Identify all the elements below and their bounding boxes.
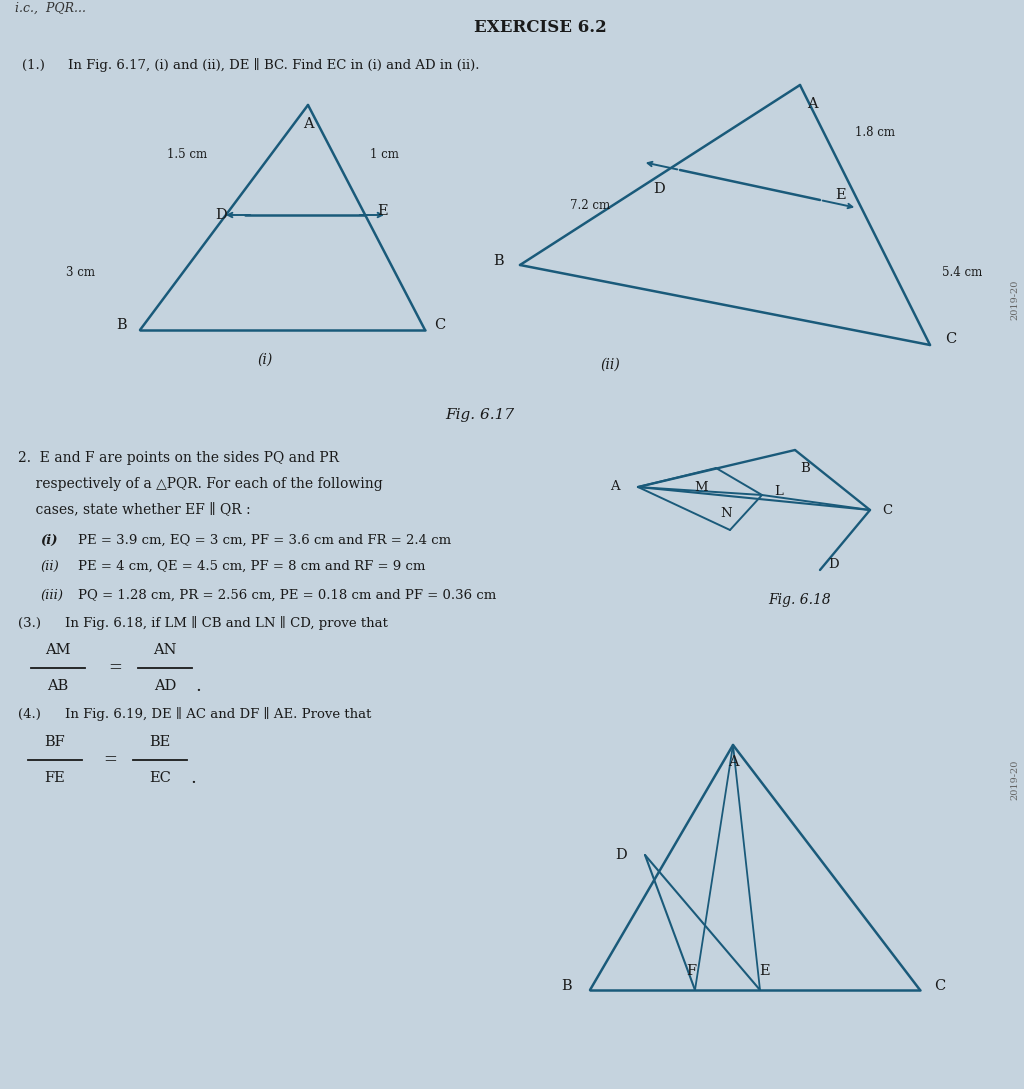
Text: L: L <box>774 485 783 498</box>
Text: PE = 3.9 cm, EQ = 3 cm, PF = 3.6 cm and FR = 2.4 cm: PE = 3.9 cm, EQ = 3 cm, PF = 3.6 cm and … <box>78 534 452 547</box>
Text: (iii): (iii) <box>40 588 63 601</box>
Text: A: A <box>807 97 817 111</box>
Text: 2019-20: 2019-20 <box>1011 760 1020 800</box>
Text: B: B <box>800 462 810 475</box>
Text: E: E <box>760 964 770 978</box>
Text: PE = 4 cm, QE = 4.5 cm, PF = 8 cm and RF = 9 cm: PE = 4 cm, QE = 4.5 cm, PF = 8 cm and RF… <box>78 560 425 573</box>
Text: Fig. 6.18: Fig. 6.18 <box>769 594 831 607</box>
Text: B: B <box>494 254 504 268</box>
Text: respectively of a △PQR. For each of the following: respectively of a △PQR. For each of the … <box>18 477 383 491</box>
Text: D: D <box>215 208 227 222</box>
Text: In Fig. 6.19, DE ∥ AC and DF ∥ AE. Prove that: In Fig. 6.19, DE ∥ AC and DF ∥ AE. Prove… <box>65 707 372 721</box>
Text: 5.4 cm: 5.4 cm <box>942 266 982 279</box>
Text: 2019-20: 2019-20 <box>1011 280 1020 320</box>
Text: (1.): (1.) <box>22 59 45 72</box>
Text: E: E <box>835 188 846 201</box>
Text: (i): (i) <box>257 353 272 367</box>
Text: EXERCISE 6.2: EXERCISE 6.2 <box>474 20 606 37</box>
Text: B: B <box>117 318 127 332</box>
Text: 1 cm: 1 cm <box>370 148 399 161</box>
Text: 1.5 cm: 1.5 cm <box>167 148 207 161</box>
Text: BE: BE <box>150 735 171 749</box>
Text: =: = <box>103 751 117 769</box>
Text: F: F <box>686 964 696 978</box>
Text: i.c.,  PQR...: i.c., PQR... <box>15 1 86 14</box>
Text: C: C <box>882 503 892 516</box>
Text: (ii): (ii) <box>40 560 58 573</box>
Text: 1.8 cm: 1.8 cm <box>855 126 895 139</box>
Text: PQ = 1.28 cm, PR = 2.56 cm, PE = 0.18 cm and PF = 0.36 cm: PQ = 1.28 cm, PR = 2.56 cm, PE = 0.18 cm… <box>78 588 497 601</box>
Text: C: C <box>934 979 945 993</box>
Text: D: D <box>615 848 627 862</box>
Text: C: C <box>434 318 445 332</box>
Text: N: N <box>720 507 732 521</box>
Text: D: D <box>828 559 839 572</box>
Text: Fig. 6.17: Fig. 6.17 <box>445 408 515 423</box>
Text: A: A <box>728 755 738 769</box>
Text: A: A <box>610 480 620 493</box>
Text: AM: AM <box>45 643 71 657</box>
Text: AN: AN <box>154 643 177 657</box>
Text: In Fig. 6.18, if LM ∥ CB and LN ∥ CD, prove that: In Fig. 6.18, if LM ∥ CB and LN ∥ CD, pr… <box>65 616 388 631</box>
Text: C: C <box>945 332 956 346</box>
Text: (3.): (3.) <box>18 616 41 629</box>
Text: BF: BF <box>45 735 66 749</box>
Text: (i): (i) <box>40 534 57 547</box>
Text: In Fig. 6.17, (i) and (ii), DE ∥ BC. Find EC in (i) and AD in (ii).: In Fig. 6.17, (i) and (ii), DE ∥ BC. Fin… <box>68 58 479 72</box>
Text: =: = <box>109 660 122 676</box>
Text: AD: AD <box>154 680 176 693</box>
Text: FE: FE <box>45 771 66 785</box>
Text: cases, state whether EF ∥ QR :: cases, state whether EF ∥ QR : <box>18 503 251 517</box>
Text: 7.2 cm: 7.2 cm <box>570 199 610 212</box>
Text: .: . <box>190 769 196 787</box>
Text: 3 cm: 3 cm <box>66 266 95 279</box>
Text: AB: AB <box>47 680 69 693</box>
Text: E: E <box>377 204 388 218</box>
Text: (ii): (ii) <box>600 358 620 372</box>
Text: B: B <box>561 979 572 993</box>
Text: .: . <box>195 677 201 695</box>
Text: D: D <box>653 182 665 196</box>
Text: A: A <box>303 117 313 131</box>
Text: M: M <box>694 481 708 494</box>
Text: EC: EC <box>150 771 171 785</box>
Text: (4.): (4.) <box>18 708 41 721</box>
Text: 2.  E and F are points on the sides PQ and PR: 2. E and F are points on the sides PQ an… <box>18 451 339 465</box>
